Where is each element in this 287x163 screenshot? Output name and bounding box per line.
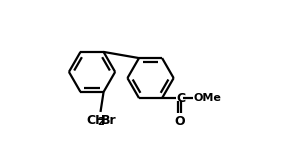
Text: OMe: OMe (194, 93, 222, 103)
Text: Br: Br (101, 114, 117, 127)
Text: C: C (176, 92, 185, 105)
Text: 2: 2 (97, 117, 104, 127)
Text: O: O (174, 115, 185, 128)
Text: CH: CH (87, 114, 106, 127)
